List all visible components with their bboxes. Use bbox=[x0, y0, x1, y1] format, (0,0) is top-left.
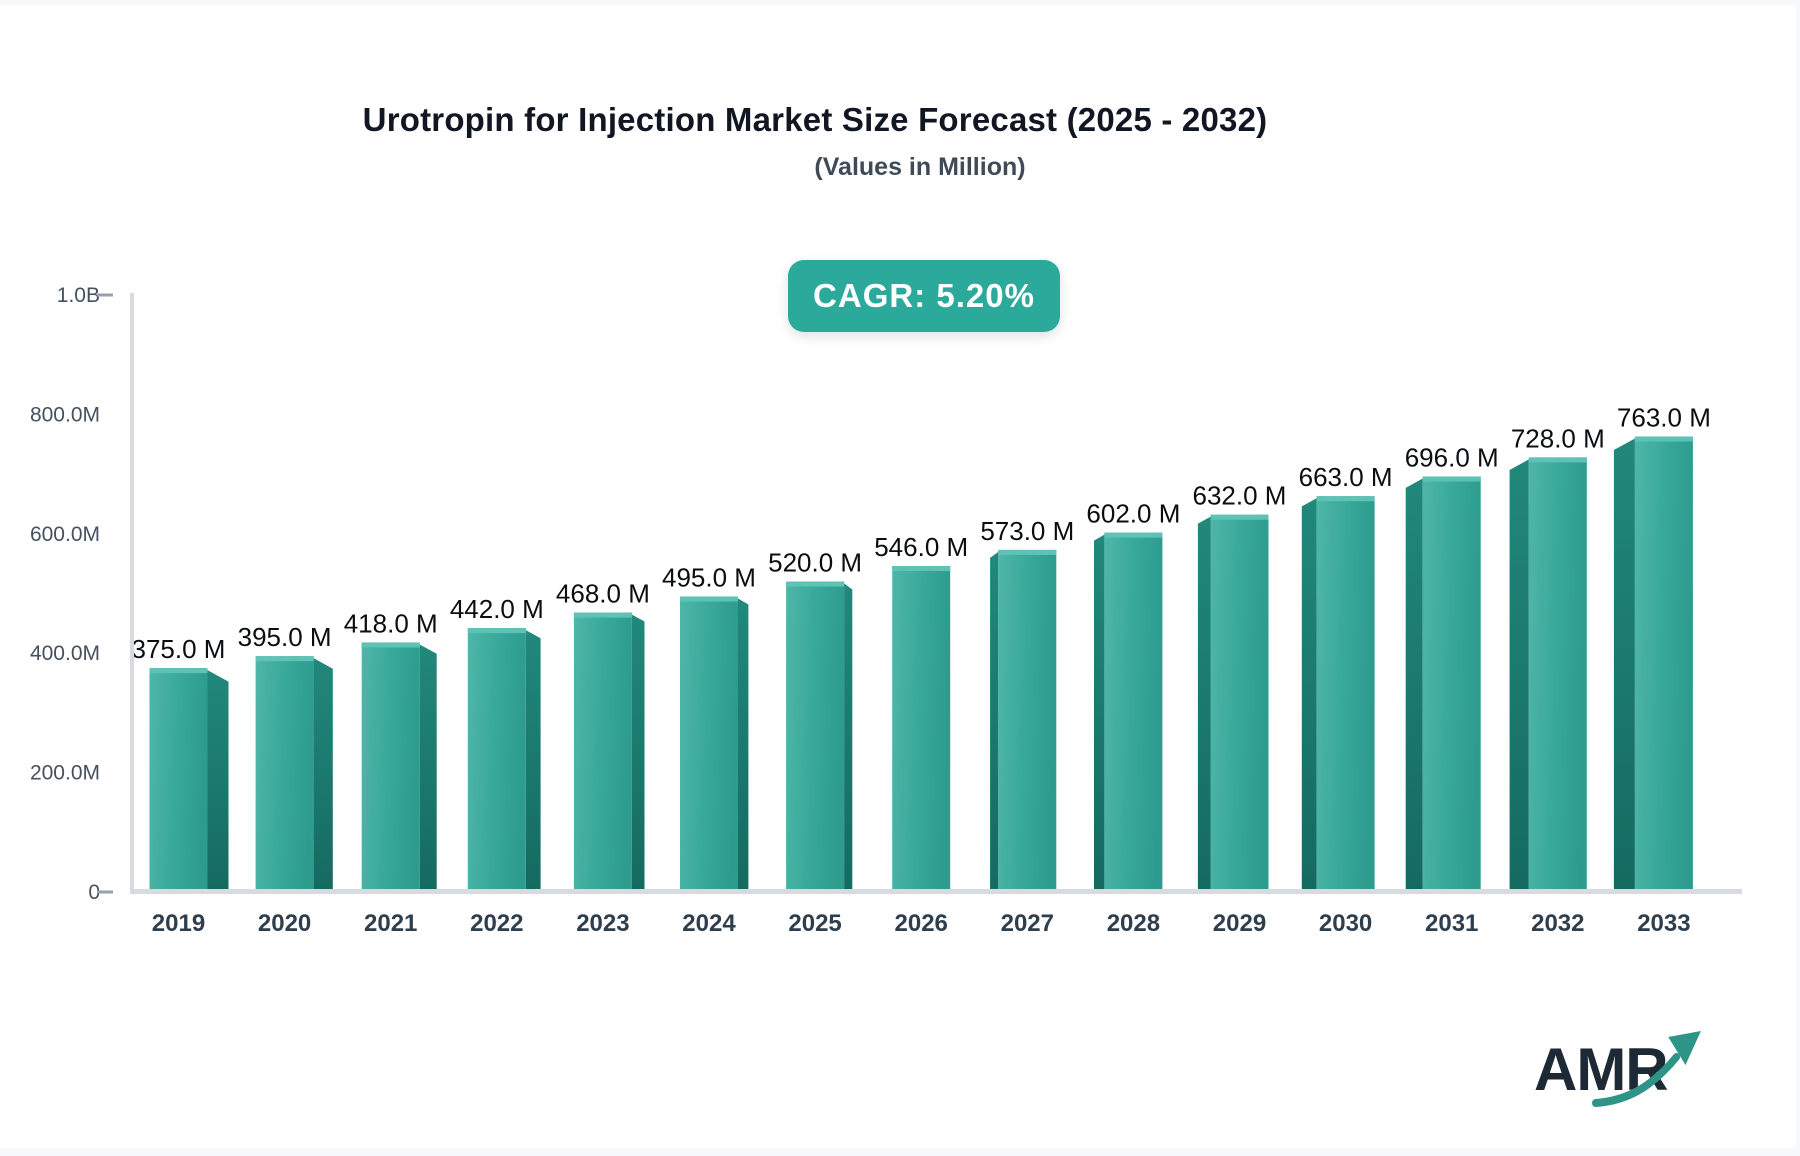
x-axis-year-label: 2028 bbox=[1107, 910, 1160, 937]
bar-side-face-2031 bbox=[1405, 478, 1423, 892]
bar-top-face-2022 bbox=[467, 628, 526, 634]
bar-value-label: 520.0 M bbox=[768, 548, 862, 578]
amr-logo-text: AMR bbox=[1534, 1036, 1669, 1103]
bar-2029 bbox=[1210, 514, 1269, 892]
bar-top-face-2025 bbox=[786, 581, 845, 587]
bar-side-face-2025 bbox=[844, 583, 853, 892]
bar-value-label: 632.0 M bbox=[1193, 481, 1287, 511]
x-axis-year-label: 2019 bbox=[152, 910, 205, 937]
x-axis-year-label: 2025 bbox=[788, 910, 841, 937]
y-axis-tick-label: 800.0M bbox=[30, 403, 100, 426]
bar-2025 bbox=[786, 581, 845, 892]
bar-2026 bbox=[892, 566, 951, 892]
bar-2031 bbox=[1422, 476, 1481, 892]
x-axis-year-label: 2023 bbox=[576, 910, 629, 937]
y-axis-tick-label: 600.0M bbox=[30, 523, 100, 546]
x-axis-year-label: 2026 bbox=[895, 910, 948, 937]
x-axis-line bbox=[130, 889, 1742, 894]
bar-top-face-2031 bbox=[1422, 476, 1481, 482]
bar-value-label: 663.0 M bbox=[1299, 462, 1393, 492]
y-axis-tick-dash bbox=[97, 890, 113, 894]
x-axis-year-label: 2022 bbox=[470, 910, 523, 937]
x-axis-year-label: 2033 bbox=[1637, 910, 1690, 937]
bar-2033 bbox=[1634, 436, 1693, 892]
bar-side-face-2021 bbox=[419, 644, 437, 892]
bar-value-label: 546.0 M bbox=[874, 532, 968, 562]
cagr-badge-label: CAGR: 5.20% bbox=[813, 277, 1035, 314]
x-axis-year-label: 2030 bbox=[1319, 910, 1372, 937]
bar-value-label: 375.0 M bbox=[132, 634, 226, 664]
bar-top-face-2032 bbox=[1528, 457, 1587, 463]
bar-side-face-2024 bbox=[738, 598, 749, 892]
x-axis-year-label: 2031 bbox=[1425, 910, 1478, 937]
bar-2027 bbox=[998, 549, 1057, 892]
bar-2020 bbox=[255, 656, 314, 892]
x-axis-year-label: 2024 bbox=[682, 910, 736, 937]
bar-value-label: 442.0 M bbox=[450, 594, 544, 624]
cagr-badge: CAGR: 5.20% bbox=[788, 260, 1060, 332]
bar-value-label: 602.0 M bbox=[1086, 499, 1180, 529]
bar-chart-canvas: 1.0B 800.0M 600.0M 400.0M 200.0M 0 375.0 M 2019… bbox=[30, 284, 1742, 937]
bar-top-face-2024 bbox=[680, 596, 738, 602]
chart-title: Urotropin for Injection Market Size Fore… bbox=[362, 101, 1268, 138]
bar-side-face-2029 bbox=[1197, 516, 1211, 892]
x-axis-year-label: 2029 bbox=[1213, 910, 1266, 937]
x-axis-year-label: 2027 bbox=[1001, 910, 1054, 937]
bar-top-face-2019 bbox=[149, 668, 208, 674]
bar-2032 bbox=[1528, 457, 1587, 892]
bar-top-face-2020 bbox=[255, 656, 314, 662]
bar-side-face-2019 bbox=[207, 670, 229, 892]
bar-value-label: 395.0 M bbox=[238, 622, 332, 652]
y-axis-tick-label: 1.0B bbox=[57, 284, 100, 307]
bar-side-face-2032 bbox=[1509, 459, 1529, 892]
chart-subtitle: (Values in Million) bbox=[814, 153, 1026, 181]
y-axis-tick-dash bbox=[97, 293, 113, 297]
x-axis-year-label: 2032 bbox=[1531, 910, 1584, 937]
bar-value-label: 573.0 M bbox=[980, 516, 1074, 546]
bar-value-label: 696.0 M bbox=[1405, 442, 1499, 472]
y-axis-tick-label: 400.0M bbox=[30, 642, 100, 665]
bar-2021 bbox=[361, 642, 420, 892]
bar-top-face-2027 bbox=[998, 549, 1057, 555]
growth-arrow-icon bbox=[1592, 1031, 1701, 1107]
bar-side-face-2028 bbox=[1094, 534, 1105, 892]
x-axis-year-label: 2020 bbox=[258, 910, 311, 937]
bar-top-face-2029 bbox=[1210, 514, 1269, 520]
bar-side-face-2030 bbox=[1301, 498, 1317, 892]
bar-top-face-2026 bbox=[892, 566, 951, 572]
bar-value-label: 468.0 M bbox=[556, 579, 650, 609]
bar-2019 bbox=[149, 668, 208, 892]
bar-2030 bbox=[1316, 496, 1375, 892]
bar-top-face-2028 bbox=[1104, 532, 1163, 538]
bar-value-label: 728.0 M bbox=[1511, 423, 1605, 453]
bar-value-label: 763.0 M bbox=[1617, 402, 1711, 432]
bar-top-face-2033 bbox=[1634, 436, 1693, 442]
y-axis-line bbox=[130, 293, 134, 892]
bar-side-face-2020 bbox=[313, 658, 333, 892]
bar-top-face-2023 bbox=[573, 612, 632, 618]
bar-side-face-2023 bbox=[631, 614, 645, 892]
bar-2028 bbox=[1104, 532, 1163, 892]
y-axis-tick-label: 0 bbox=[88, 881, 100, 904]
y-axis-tick-label: 200.0M bbox=[30, 762, 100, 785]
bar-top-face-2021 bbox=[361, 642, 420, 648]
bar-side-face-2033 bbox=[1613, 438, 1635, 892]
x-axis-year-label: 2021 bbox=[364, 910, 417, 937]
bar-value-label: 495.0 M bbox=[662, 562, 756, 592]
bar-top-face-2030 bbox=[1316, 496, 1375, 502]
bar-value-label: 418.0 M bbox=[344, 608, 438, 638]
amr-logo: AMR bbox=[1520, 1027, 1730, 1122]
bar-2022 bbox=[467, 628, 526, 892]
bar-2023 bbox=[573, 612, 632, 892]
bar-side-face-2027 bbox=[990, 551, 999, 892]
bar-side-face-2022 bbox=[525, 630, 541, 892]
bar-2024 bbox=[680, 596, 738, 892]
